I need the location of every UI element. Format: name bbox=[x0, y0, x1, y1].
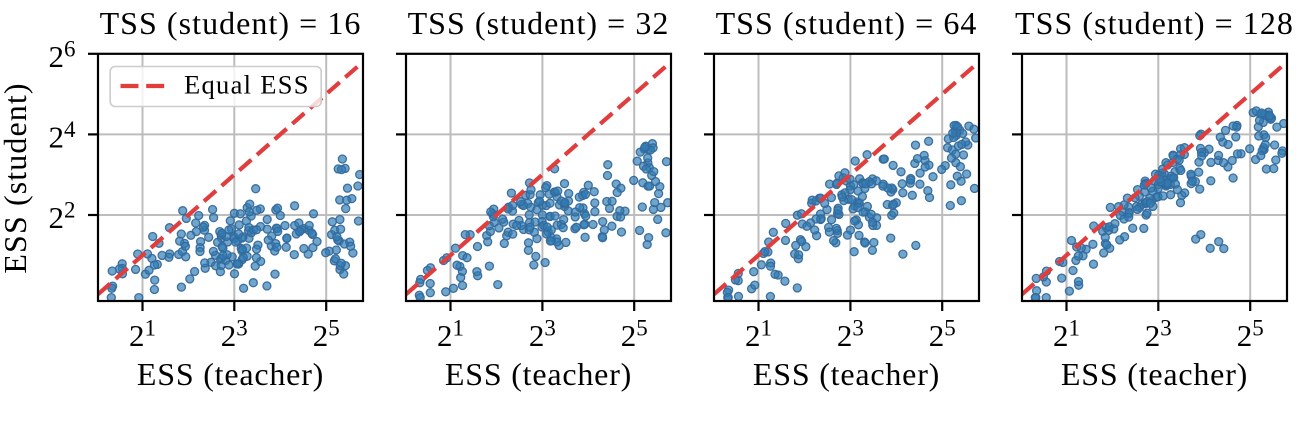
svg-text:24: 24 bbox=[49, 117, 77, 155]
svg-text:TSS (student) = 64: TSS (student) = 64 bbox=[716, 5, 978, 41]
svg-text:25: 25 bbox=[1237, 316, 1264, 354]
svg-text:TSS (student) = 16: TSS (student) = 16 bbox=[100, 5, 362, 41]
svg-text:ESS (student): ESS (student) bbox=[0, 82, 33, 273]
svg-text:ESS (teacher): ESS (teacher) bbox=[753, 356, 940, 392]
svg-text:ESS (teacher): ESS (teacher) bbox=[1061, 356, 1248, 392]
svg-text:TSS (student) = 32: TSS (student) = 32 bbox=[408, 5, 670, 41]
svg-text:ESS (teacher): ESS (teacher) bbox=[137, 356, 324, 392]
svg-text:TSS (student) = 128: TSS (student) = 128 bbox=[1015, 5, 1294, 41]
svg-text:21: 21 bbox=[1053, 316, 1080, 354]
svg-text:Equal ESS: Equal ESS bbox=[184, 70, 310, 100]
svg-text:ESS (teacher): ESS (teacher) bbox=[445, 356, 632, 392]
